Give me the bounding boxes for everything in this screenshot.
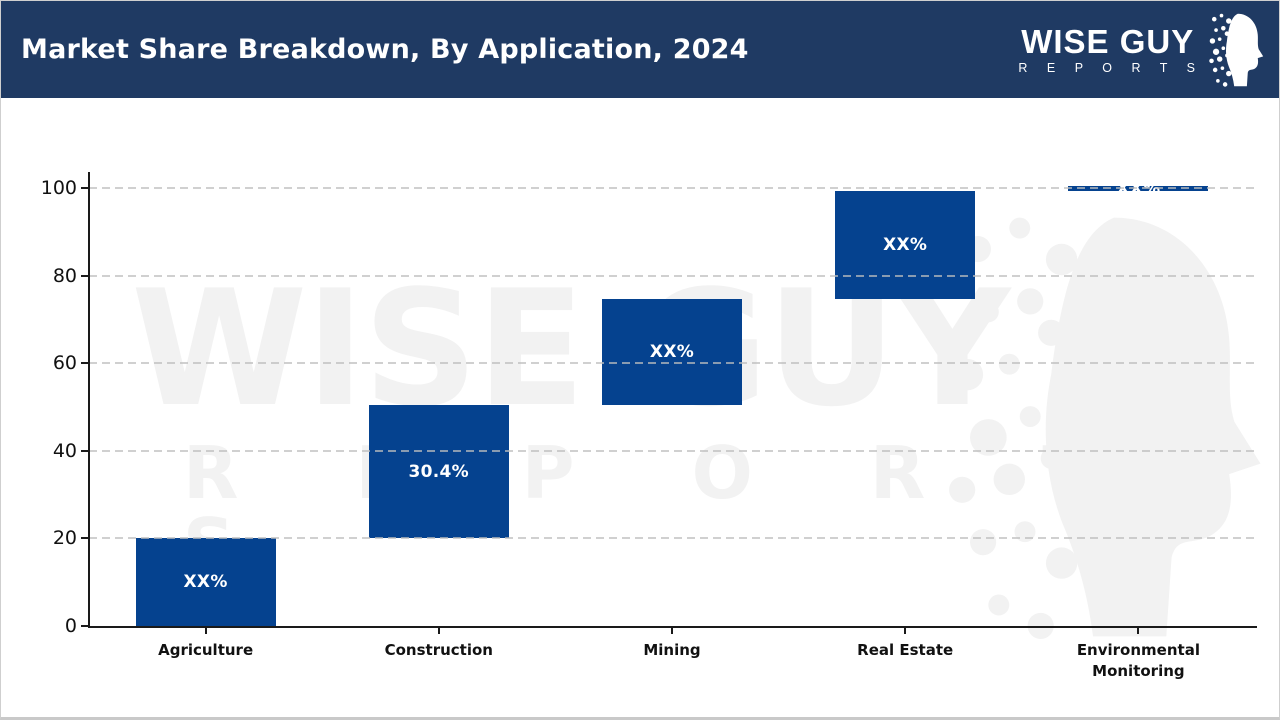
y-tick-mark — [81, 625, 89, 627]
logo-wordmark: WISE GUY — [1021, 22, 1195, 60]
x-category-label: Construction — [384, 641, 493, 659]
y-tick-label: 100 — [40, 177, 77, 199]
bar-agriculture: XX% — [135, 538, 276, 626]
bar-value-label: XX% — [649, 342, 695, 363]
x-category-label: Real Estate — [857, 641, 954, 659]
y-tick-mark — [81, 274, 89, 277]
bar-mining: XX% — [602, 299, 742, 406]
wise-guy-face-icon — [1209, 13, 1264, 87]
x-tick-mark — [904, 626, 907, 634]
gridline — [89, 449, 1255, 452]
x-category-label: Environmental Monitoring — [1076, 641, 1200, 680]
bar-value-label: 30.4% — [408, 461, 470, 482]
logo-subtitle: R E P O R T S — [1018, 60, 1203, 75]
x-tick-mark — [437, 626, 440, 634]
y-tick-label: 60 — [52, 352, 77, 375]
gridline — [89, 537, 1255, 540]
bar-value-label: XX% — [883, 235, 928, 256]
y-tick-mark — [81, 449, 89, 452]
x-tick-mark — [1137, 626, 1140, 634]
bar-real-estate: XX% — [835, 191, 976, 300]
gridline — [89, 187, 1255, 189]
y-tick-mark — [81, 362, 89, 365]
y-tick-label: 20 — [52, 527, 77, 550]
x-category-label: Mining — [643, 641, 701, 659]
y-tick-label: 80 — [52, 264, 77, 287]
x-axis-line — [88, 626, 1257, 628]
header-band: Market Share Breakdown, By Application, … — [1, 1, 1279, 98]
page-title: Market Share Breakdown, By Application, … — [21, 34, 749, 65]
y-tick-mark — [81, 187, 89, 189]
gridline — [89, 362, 1255, 365]
watermark-subtitle: R E P O R T S — [183, 431, 1092, 581]
y-axis-line — [88, 172, 90, 628]
y-tick-label: 0 — [64, 615, 77, 637]
y-tick-label: 40 — [52, 439, 77, 462]
bar-construction: 30.4% — [368, 405, 509, 539]
wise-guy-logo-text: WISE GUY R E P O R T S — [1012, 25, 1203, 75]
x-tick-mark — [671, 626, 673, 634]
bar-value-label: XX% — [183, 572, 228, 593]
gridline — [89, 274, 1255, 277]
plot-area: 0 20 40 60 80 100 XX% Agriculture 30.4% Construct… — [41, 177, 1255, 680]
wise-guy-logo: WISE GUY R E P O R T S — [1012, 10, 1265, 90]
x-category-label: Agriculture — [158, 641, 254, 659]
x-tick-mark — [204, 626, 207, 634]
y-tick-mark — [81, 537, 89, 540]
